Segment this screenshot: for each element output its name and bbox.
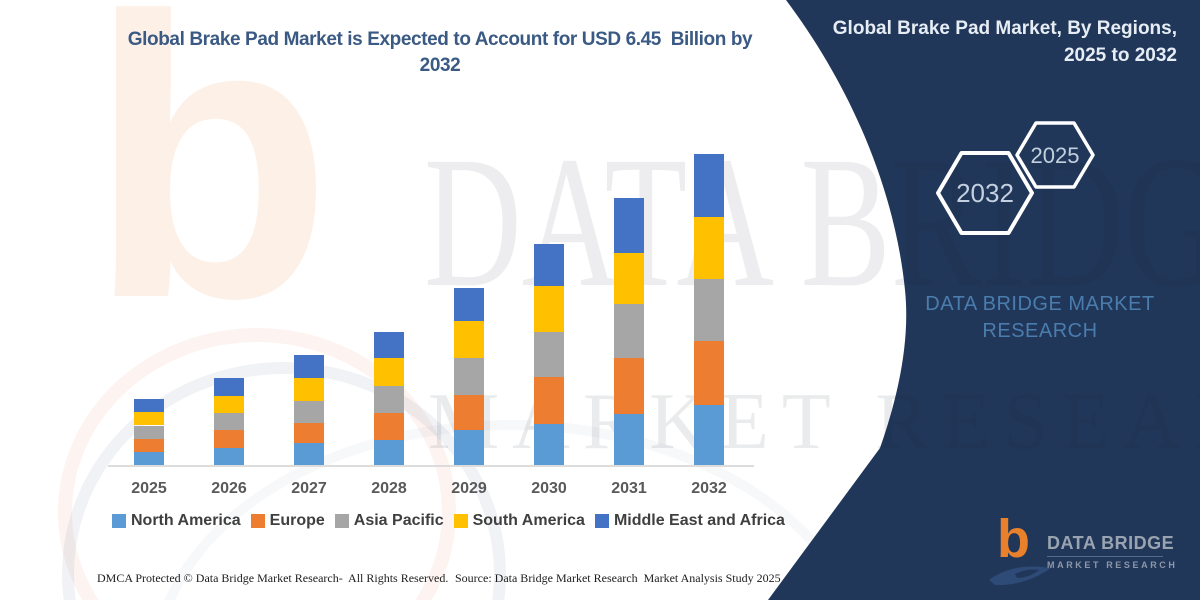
legend-label: Middle East and Africa bbox=[613, 512, 785, 529]
chart-legend: North America Europe Asia Pacific South Ame… bbox=[112, 512, 785, 530]
bar-segment bbox=[694, 154, 724, 218]
bar-segment bbox=[134, 412, 164, 426]
bar-segment bbox=[294, 423, 324, 444]
bar-segment bbox=[694, 279, 724, 342]
x-axis-label: 2030 bbox=[531, 480, 567, 497]
legend-swatch-icon bbox=[112, 514, 126, 528]
hexagon-badges: 2032 2025 bbox=[936, 121, 1095, 235]
hexagon-2025-label: 2025 bbox=[1031, 143, 1080, 168]
x-axis-label: 2025 bbox=[131, 480, 167, 497]
bar-segment bbox=[454, 321, 484, 358]
bar-segment bbox=[534, 243, 564, 286]
bar-segment bbox=[294, 443, 324, 465]
bar-segment bbox=[694, 217, 724, 280]
bar-segment bbox=[534, 424, 564, 465]
x-axis-label: 2029 bbox=[451, 480, 487, 497]
dbmr-logo-swoosh-icon bbox=[989, 566, 1051, 586]
dbmr-logo-subtitle: MARKET RESEARCH bbox=[1047, 560, 1178, 570]
source-text: Source: Data Bridge Market Research Mark… bbox=[455, 571, 781, 585]
bar-segment bbox=[374, 331, 404, 359]
dbmr-logo: b DATA BRIDGE MARKET RESEARCH bbox=[985, 512, 1178, 594]
bar-segment bbox=[614, 304, 644, 359]
brand-wordmark: DATA BRIDGE MARKET RESEARCH bbox=[925, 293, 1155, 342]
x-axis-label: 2032 bbox=[691, 480, 727, 497]
bar-segment bbox=[614, 197, 644, 253]
bar-segment bbox=[534, 377, 564, 425]
side-panel-title-line2: 2025 to 2032 bbox=[1063, 45, 1177, 66]
hexagon-2032-label: 2032 bbox=[956, 178, 1014, 208]
page-title-line2: 2032 bbox=[419, 55, 461, 76]
side-panel-title-line1: Global Brake Pad Market, By Regions, bbox=[832, 18, 1177, 39]
bar-segment bbox=[614, 358, 644, 415]
legend-item: South America bbox=[453, 512, 585, 530]
legend-item: North America bbox=[112, 512, 241, 530]
bar-segment bbox=[214, 377, 244, 396]
bar-segment bbox=[454, 288, 484, 322]
bar-segment bbox=[614, 252, 644, 305]
hexagon-2032-icon bbox=[936, 151, 1034, 235]
bar-segment bbox=[374, 439, 404, 465]
bar-segment bbox=[134, 452, 164, 465]
bar-segment bbox=[134, 438, 164, 452]
page-title: Global Brake Pad Market is Expected to A… bbox=[110, 27, 770, 79]
bar-segment bbox=[134, 398, 164, 413]
bar-segment bbox=[614, 414, 644, 465]
side-panel-title: Global Brake Pad Market, By Regions, 202… bbox=[833, 15, 1177, 69]
copyright-text: DMCA Protected © Data Bridge Market Rese… bbox=[97, 571, 449, 585]
legend-item: Asia Pacific bbox=[334, 512, 444, 530]
bar-segment bbox=[534, 331, 564, 378]
x-axis-label: 2031 bbox=[611, 480, 647, 497]
legend-label: Asia Pacific bbox=[353, 512, 444, 529]
bar-segment bbox=[214, 447, 244, 465]
bar-segment bbox=[294, 400, 324, 424]
dbmr-logo-name: DATA BRIDGE bbox=[1047, 533, 1175, 553]
bar-segment bbox=[454, 430, 484, 465]
legend-item: Europe bbox=[250, 512, 325, 530]
x-axis-label: 2026 bbox=[211, 480, 247, 497]
x-axis-label: 2027 bbox=[291, 480, 327, 497]
bar-segment bbox=[214, 413, 244, 431]
page-title-line1: Global Brake Pad Market is Expected to A… bbox=[127, 29, 753, 50]
x-axis-label: 2028 bbox=[371, 480, 407, 497]
watermark-b-logo: b bbox=[88, 0, 333, 381]
legend-label: Europe bbox=[269, 512, 325, 529]
bar-segment bbox=[454, 394, 484, 431]
legend-swatch-icon bbox=[453, 514, 468, 528]
legend-label: South America bbox=[472, 512, 585, 529]
legend-label: North America bbox=[131, 512, 241, 529]
dbmr-logo-rule bbox=[1047, 556, 1163, 557]
bar-segment bbox=[454, 358, 484, 395]
legend-item: Middle East and Africa bbox=[594, 512, 785, 530]
x-axis-line bbox=[108, 465, 754, 467]
dbmr-logo-b-icon: b bbox=[997, 509, 1030, 569]
bar-segment bbox=[374, 358, 404, 386]
bar-segment bbox=[214, 395, 244, 414]
bar-segment bbox=[694, 341, 724, 406]
bar-segment bbox=[294, 354, 324, 378]
bar-segment bbox=[294, 377, 324, 401]
bar-segment bbox=[134, 425, 164, 439]
legend-swatch-icon bbox=[334, 514, 349, 528]
bar-segment bbox=[694, 405, 724, 465]
bar-segment bbox=[374, 413, 404, 440]
legend-swatch-icon bbox=[594, 514, 609, 528]
bar-segment bbox=[214, 430, 244, 448]
hexagon-2025-icon bbox=[1015, 121, 1095, 189]
legend-swatch-icon bbox=[250, 514, 265, 528]
bar-segment bbox=[534, 285, 564, 332]
bar-segment bbox=[374, 385, 404, 414]
